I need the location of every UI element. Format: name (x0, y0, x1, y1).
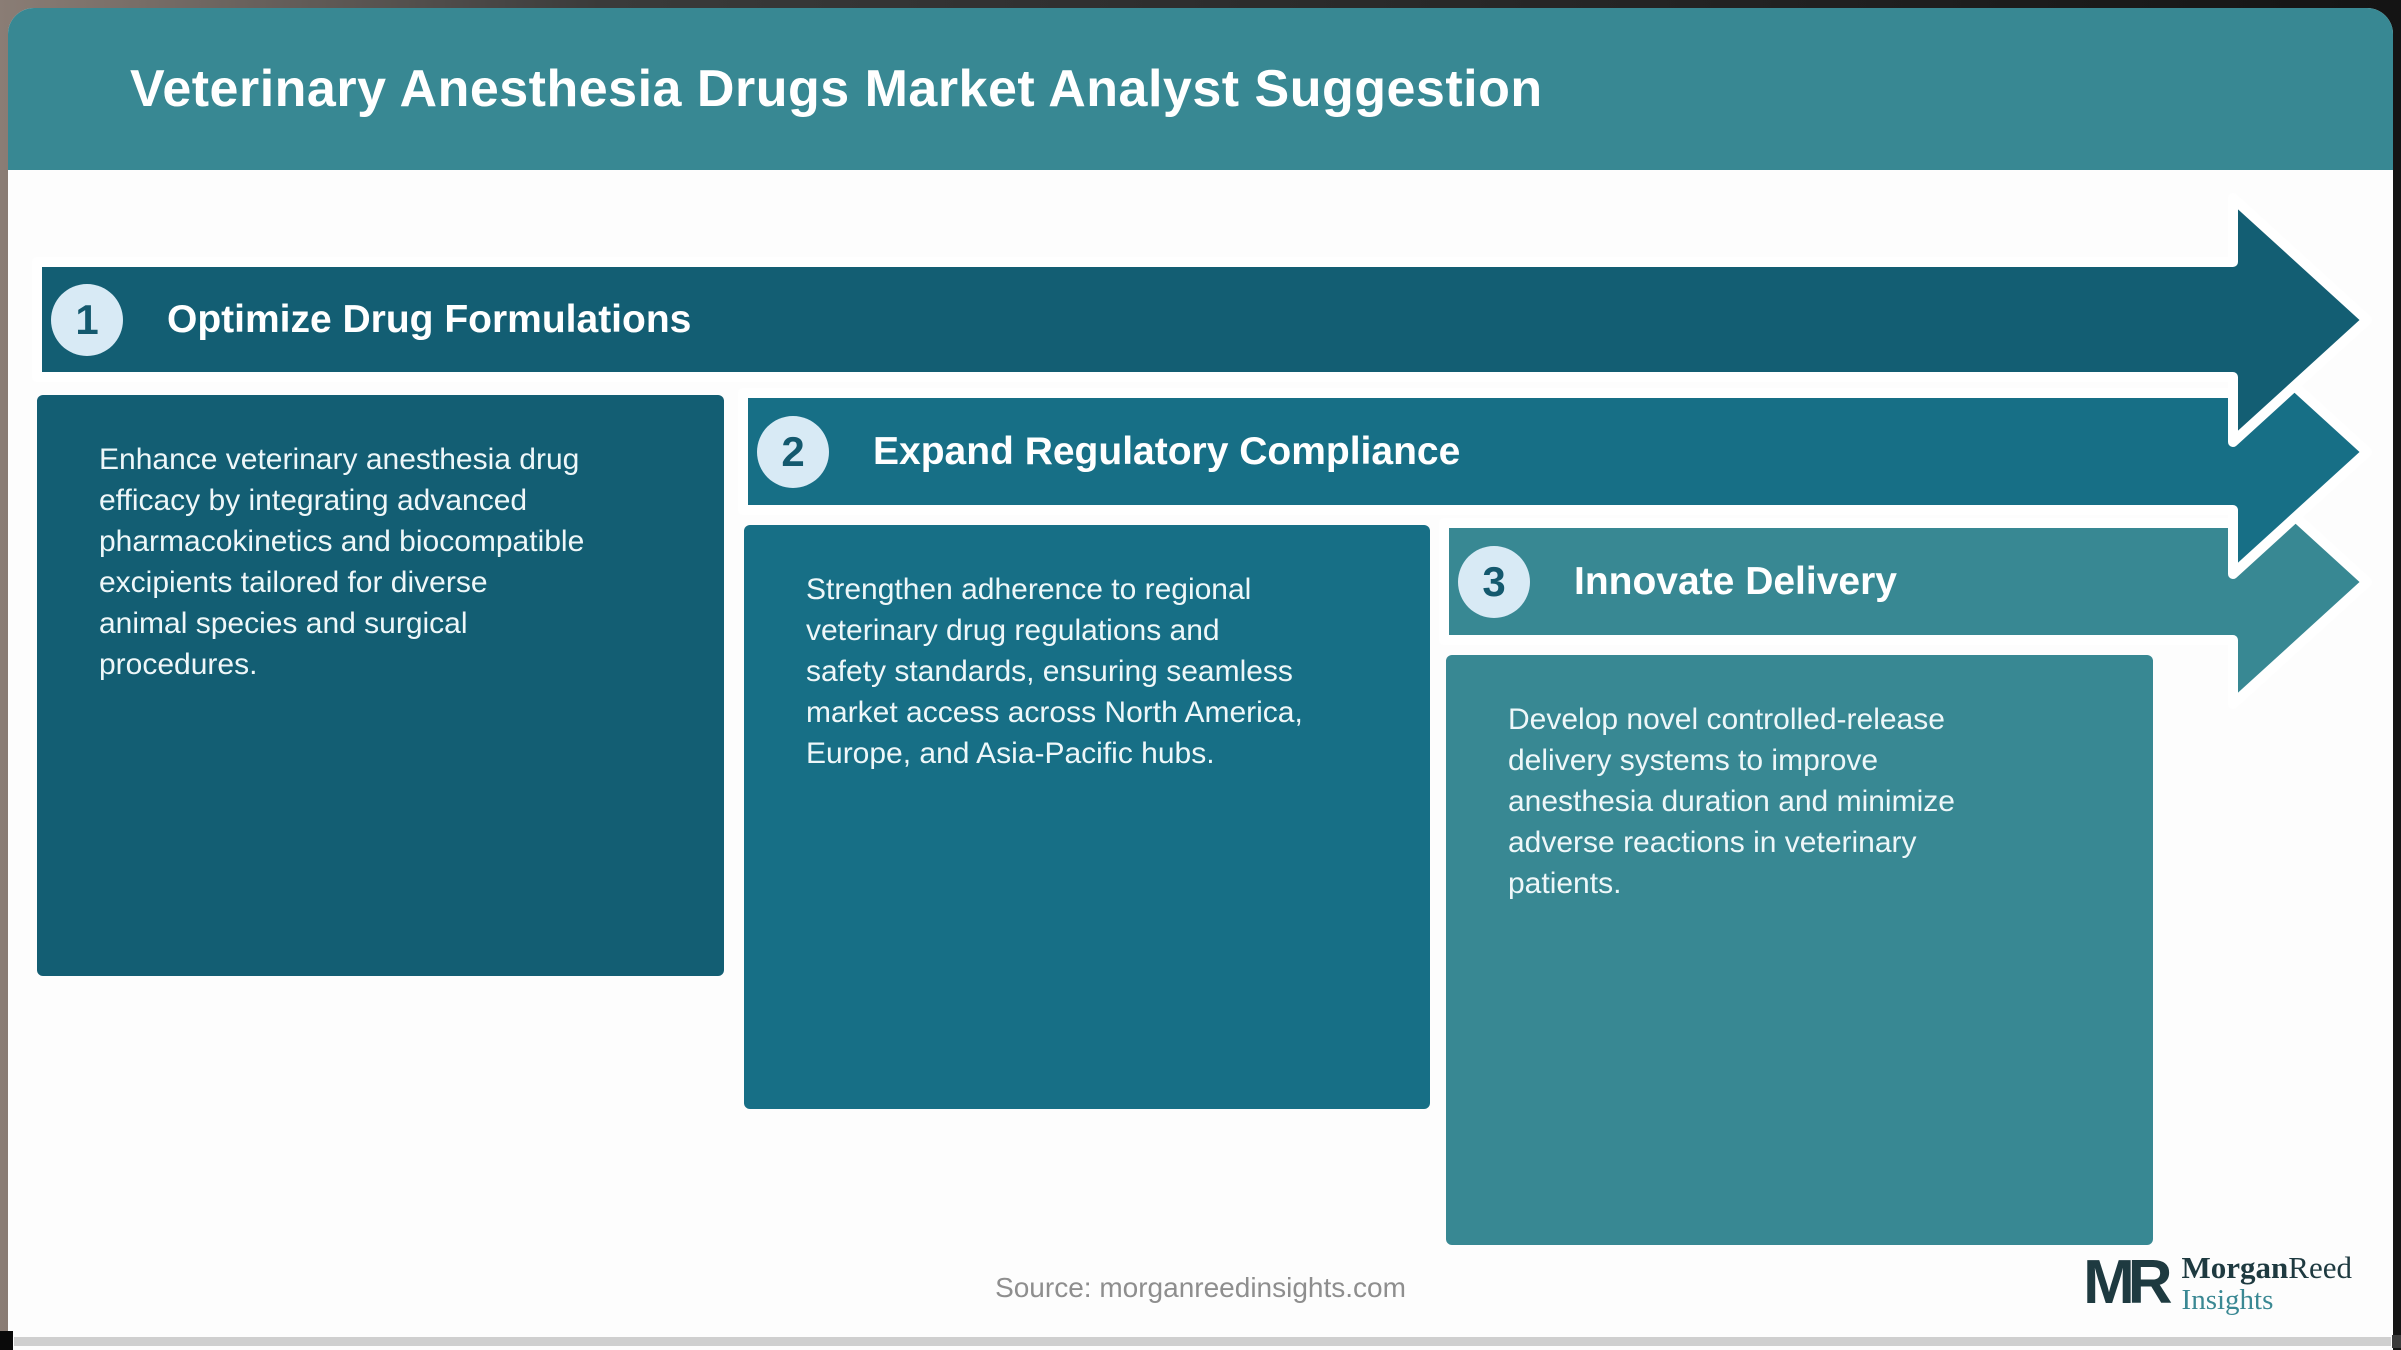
source-attribution: Source: morganreedinsights.com (995, 1272, 1406, 1303)
step2-description: Strengthen adherence to regional veterin… (806, 573, 1303, 770)
step1-heading-row: 1 Optimize Drug Formulations (51, 262, 691, 377)
brand-tagline: Insights (2181, 1283, 2274, 1316)
brand-logo-text: MorganReed Insights (2181, 1250, 2352, 1316)
video-playhead[interactable] (0, 1331, 13, 1350)
step3-label: Innovate Delivery (1574, 559, 1897, 603)
mr-monogram-icon: MR (2083, 1248, 2172, 1318)
step2-heading-row: 2 Expand Regulatory Compliance (757, 393, 1460, 510)
page-title: Veterinary Anesthesia Drugs Market Analy… (130, 60, 1543, 118)
step3-number-badge: 3 (1458, 545, 1530, 618)
step2-description-box: Strengthen adherence to regional veterin… (744, 525, 1430, 1109)
brand-logo: MR MorganReed Insights (2083, 1248, 2352, 1318)
header-banner: Veterinary Anesthesia Drugs Market Analy… (8, 8, 2393, 170)
step3-description-box: Develop novel controlled-release deliver… (1446, 655, 2153, 1245)
brand-name-reed: Reed (2288, 1250, 2352, 1285)
step2-number-badge: 2 (757, 415, 829, 488)
step1-description-box: Enhance veterinary anesthesia drug effic… (37, 395, 724, 976)
step2-label: Expand Regulatory Compliance (873, 429, 1461, 473)
step1-description: Enhance veterinary anesthesia drug effic… (99, 443, 585, 681)
step1-label: Optimize Drug Formulations (167, 297, 692, 341)
brand-name-morgan: Morgan (2181, 1250, 2289, 1285)
step3-description: Develop novel controlled-release deliver… (1508, 703, 1955, 900)
video-progress-endcap (2392, 1335, 2401, 1348)
video-progress-track[interactable] (14, 1337, 2391, 1346)
step3-heading-row: 3 Innovate Delivery (1458, 523, 1897, 640)
brand-name: MorganReed (2181, 1250, 2352, 1285)
step1-number-badge: 1 (51, 283, 123, 356)
